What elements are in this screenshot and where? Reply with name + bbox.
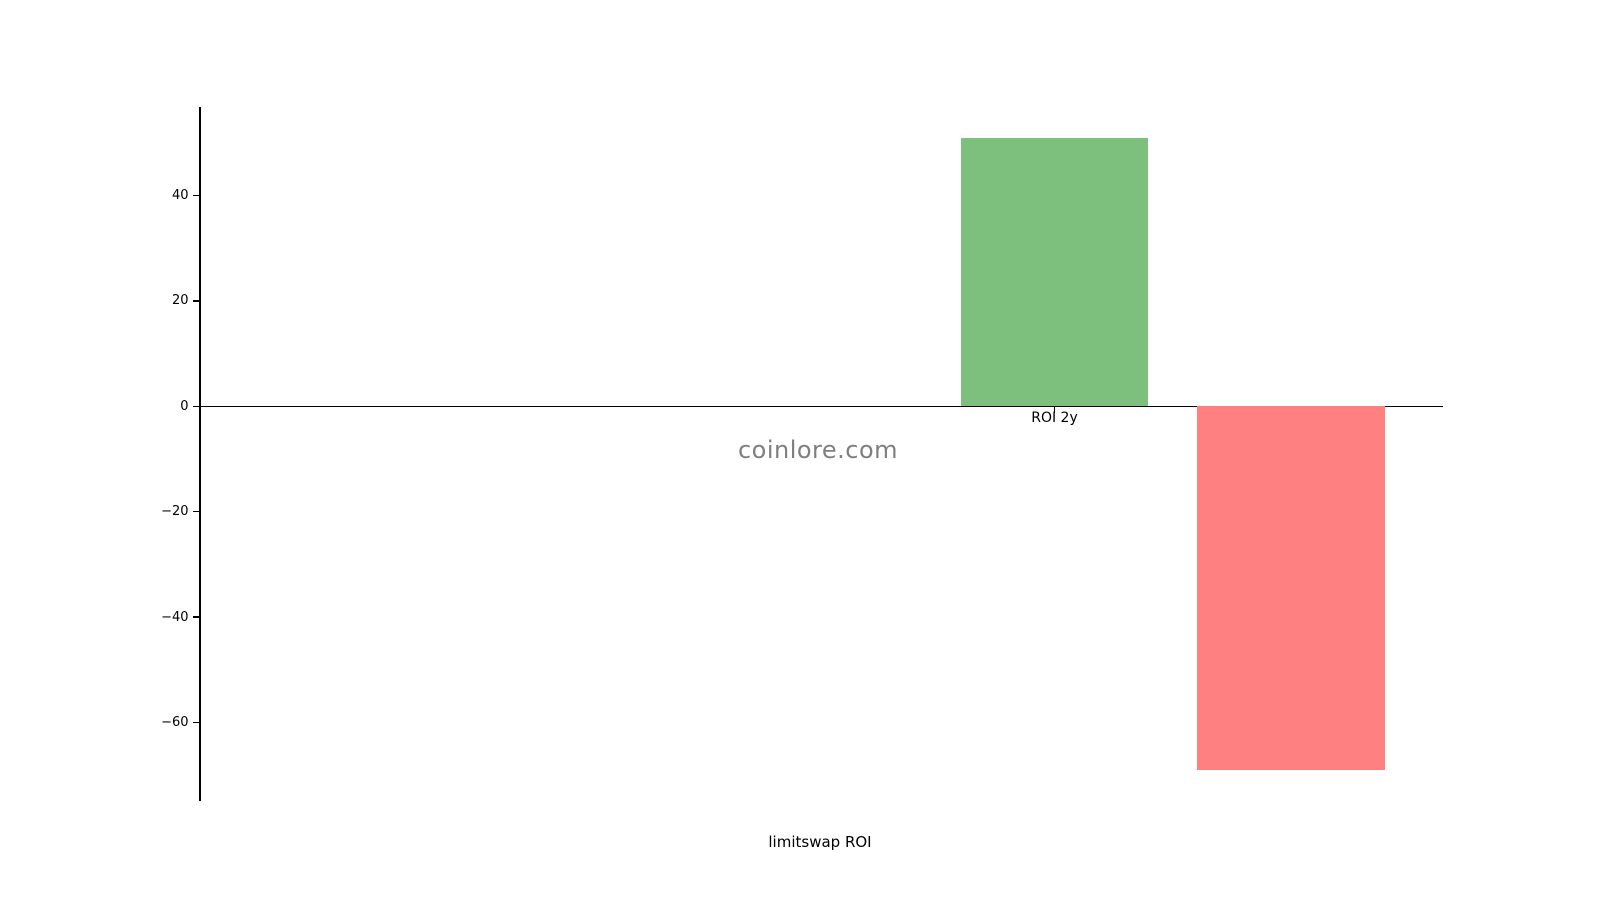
x-tick-mark — [1053, 406, 1056, 413]
x-axis-title: limitswap ROI — [768, 833, 872, 851]
y-tick-mark — [192, 721, 200, 724]
y-tick-label: −20 — [161, 504, 189, 520]
y-tick-mark — [192, 300, 200, 302]
y-tick-mark — [192, 194, 200, 197]
y-tick-label: 20 — [171, 293, 189, 309]
y-tick-label: −40 — [161, 609, 189, 625]
y-tick-mark — [192, 511, 200, 513]
y-axis-line — [199, 107, 201, 801]
y-tick-label: 0 — [180, 398, 189, 414]
y-tick-label: 40 — [171, 188, 189, 203]
x-tick-label: ROI 2y — [1031, 410, 1078, 427]
y-tick-mark — [192, 616, 200, 618]
y-tick-mark — [192, 405, 200, 407]
negative-roi-bar — [1197, 406, 1385, 770]
x-axis-zero-line — [199, 405, 1443, 407]
y-tick-label: −60 — [161, 715, 189, 730]
positive-roi-bar — [960, 137, 1149, 407]
watermark: coinlore.com — [737, 436, 899, 464]
